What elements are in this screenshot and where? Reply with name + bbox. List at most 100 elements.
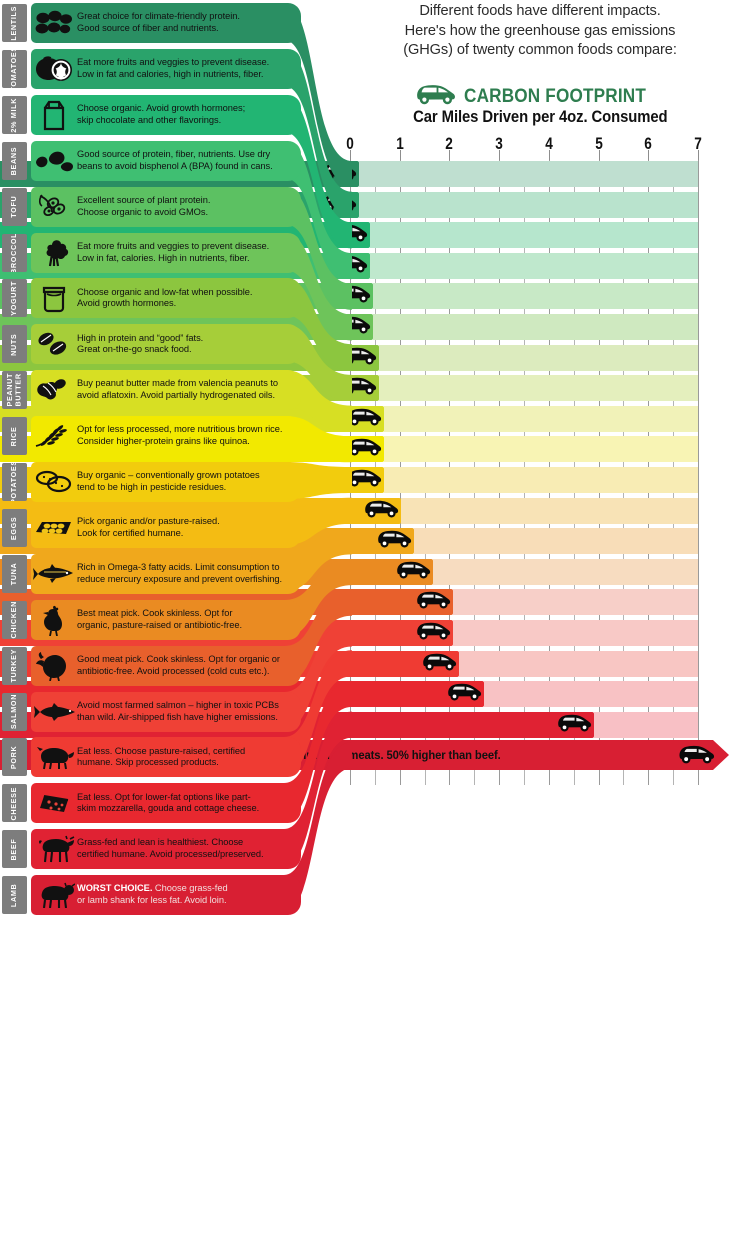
food-row-salmon[interactable]: SALMON Avoid most farmed salmon – higher …: [0, 620, 747, 735]
advice-panel: Good source of protein, fiber, nutrients…: [31, 140, 301, 181]
food-row-tuna[interactable]: TUNA Rich in Omega-3 fatty acids. Limit c…: [0, 528, 747, 597]
yogurt-jar-icon: [31, 279, 77, 317]
food-row-lentils[interactable]: LENTILS Great choice for climate-friendly…: [0, 0, 747, 187]
food-row-peanut-butter[interactable]: PEANUT BUTTER Buy peanut butter made from…: [0, 367, 747, 432]
advice-text: Choose organic and low-fat when possible…: [77, 286, 253, 310]
food-name-label: TOFU: [9, 195, 19, 218]
food-name-label: PEANUT BUTTER: [4, 373, 23, 408]
food-name-label: TOMATOES: [9, 49, 19, 88]
advice-text: Opt for less processed, more nutritious …: [77, 424, 283, 448]
row-connector-ribbon: [240, 0, 370, 380]
food-row-2--milk[interactable]: 2% MILK Choose organic. Avoid growth horm…: [0, 92, 747, 249]
food-name-chip: BEANS: [2, 141, 27, 180]
food-row-lamb[interactable]: LAMB WORST CHOICE. Choose grass-fed or la…: [0, 742, 747, 918]
food-row-turkey[interactable]: TURKEY Good meat pick. Cook skinless. Opt…: [0, 589, 747, 689]
bar-track-tint: [372, 314, 699, 340]
food-row-potatoes[interactable]: POTATOES Buy organic – conventionally gro…: [0, 459, 747, 505]
food-row-tomatoes[interactable]: TOMATOES Eat more fruits and veggies to p…: [0, 46, 747, 218]
food-name-chip: CHEESE: [2, 784, 27, 823]
food-name-chip: TOMATOES: [2, 49, 27, 88]
food-row-beef[interactable]: BEEF Grass-fed and lean is healthiest. Ch…: [0, 711, 747, 872]
advice-text: Pick organic and/or pasture-raised. Look…: [77, 516, 220, 539]
food-name-chip: POTATOES: [2, 463, 27, 501]
food-name-chip: TUNA: [2, 554, 27, 593]
bar-car-icon: [417, 651, 457, 677]
advice-panel: Grass-fed and lean is healthiest. Choose…: [31, 829, 301, 870]
food-row-cheese[interactable]: CHEESE Eat less. Opt for lower-fat option…: [0, 681, 747, 826]
food-name-label: LENTILS: [9, 5, 19, 41]
food-name-label: BROCCOLI: [9, 233, 19, 272]
advice-text: Grass-fed and lean is healthiest. Choose…: [77, 837, 264, 861]
food-row-chicken[interactable]: CHICKEN Best meat pick. Cook skinless. Op…: [0, 558, 747, 643]
advice-text: Good source of protein, fiber, nutrients…: [77, 148, 273, 172]
header-line-3: (GHGs) of twenty common foods compare:: [403, 42, 677, 59]
food-name-chip: 2% MILK: [2, 95, 27, 134]
food-name-chip: TURKEY: [2, 646, 27, 685]
bar-car-icon: [359, 498, 399, 524]
food-name-label: CHICKEN: [9, 600, 19, 639]
advice-panel: Rich in Omega-3 fatty acids. Limit consu…: [31, 553, 301, 594]
food-row-tofu[interactable]: TOFU Excellent source of plant protein. C…: [0, 184, 747, 310]
food-name-chip: NUTS: [2, 325, 27, 364]
bar-car-icon: [552, 712, 592, 738]
food-row-broccoli[interactable]: BROCCOLI Eat more fruits and veggies to p…: [0, 230, 747, 340]
advice-panel: Excellent source of plant protein. Choos…: [31, 186, 301, 227]
axis-tick-3: 3: [495, 134, 503, 153]
car-icon: [410, 82, 456, 111]
food-row-eggs[interactable]: EGGS Pick organic and/or pasture-raised. …: [0, 497, 747, 551]
cheese-wedge-icon: [31, 784, 77, 822]
carbon-footprint-title: CARBON FOOTPRINT: [463, 85, 646, 107]
bar-track-tint: [359, 191, 699, 218]
gridline-major-7: [698, 160, 700, 785]
bar-track-tint: [372, 283, 699, 310]
tick-stub-top-4: [548, 150, 550, 160]
advice-panel: Eat more fruits and veggies to prevent d…: [31, 48, 301, 89]
bar-car-icon: [442, 681, 482, 707]
bar-track-tint: [484, 681, 699, 708]
axis-tick-6: 6: [644, 134, 653, 153]
potatoes-icon: [31, 463, 77, 501]
food-name-label: 2% MILK: [9, 97, 19, 133]
bar-track-tint: [378, 344, 699, 371]
food-row-rice[interactable]: RICE Opt for less processed, more nutriti…: [0, 413, 747, 463]
food-name-label: TUNA: [9, 562, 19, 586]
food-name-label: TURKEY: [9, 648, 19, 683]
food-name-label: BEANS: [9, 146, 19, 175]
advice-panel: High in protein and “good” fats. Great o…: [31, 324, 301, 365]
beans-icon: [31, 142, 77, 180]
axis-tick-1: 1: [395, 134, 404, 153]
bar-track-tint: [452, 620, 699, 646]
salmon-fish-icon: [31, 693, 77, 731]
bar-car-icon: [372, 528, 412, 554]
food-name-label: YOGURT: [9, 280, 19, 316]
turkey-icon: [31, 647, 77, 685]
broccoli-icon: [31, 234, 77, 272]
food-row-pork[interactable]: PORK Eat less. Choose pasture-raised, cer…: [0, 650, 747, 780]
carbon-footprint-heading: CARBON FOOTPRINT: [338, 82, 742, 111]
axis-tick-labels: 0 1 2 3 4 5 6 7: [0, 134, 747, 158]
tick-stub-top-3: [499, 150, 501, 160]
advice-text: Buy organic – conventionally grown potat…: [77, 470, 260, 493]
advice-text: Buy peanut butter made from valencia pea…: [77, 378, 279, 402]
header-text-block: Different foods have different impacts. …: [338, 2, 742, 61]
food-row-beans[interactable]: BEANS Good source of protein, fiber, nutr…: [0, 138, 747, 279]
lentils-icon: [31, 4, 77, 42]
advice-panel: Choose organic. Avoid growth hormones; s…: [31, 94, 301, 135]
advice-text: Best meat pick. Cook skinless. Opt for o…: [77, 607, 242, 631]
food-name-label: NUTS: [9, 333, 19, 356]
bar-car-icon-lamb: [673, 743, 715, 770]
bar-track-tint: [369, 222, 699, 249]
chicken-icon: [31, 601, 77, 639]
food-name-chip: BEEF: [2, 830, 27, 869]
food-name-chip: RICE: [2, 417, 27, 456]
rice-grain-icon: [31, 417, 77, 455]
bar-track-tint: [459, 650, 699, 677]
food-name-chip: PEANUT BUTTER: [2, 371, 27, 410]
cow-icon: [31, 830, 77, 868]
food-name-chip: LENTILS: [2, 4, 27, 42]
food-row-yogurt[interactable]: YOGURT Choose organic and low-fat when po…: [0, 275, 747, 371]
advice-text: Eat more fruits and veggies to prevent d…: [77, 57, 270, 80]
food-name-chip: BROCCOLI: [2, 233, 27, 272]
food-row-nuts[interactable]: NUTS High in protein and “good” fats. Gre…: [0, 321, 747, 402]
tick-stub-top-2: [449, 150, 451, 160]
